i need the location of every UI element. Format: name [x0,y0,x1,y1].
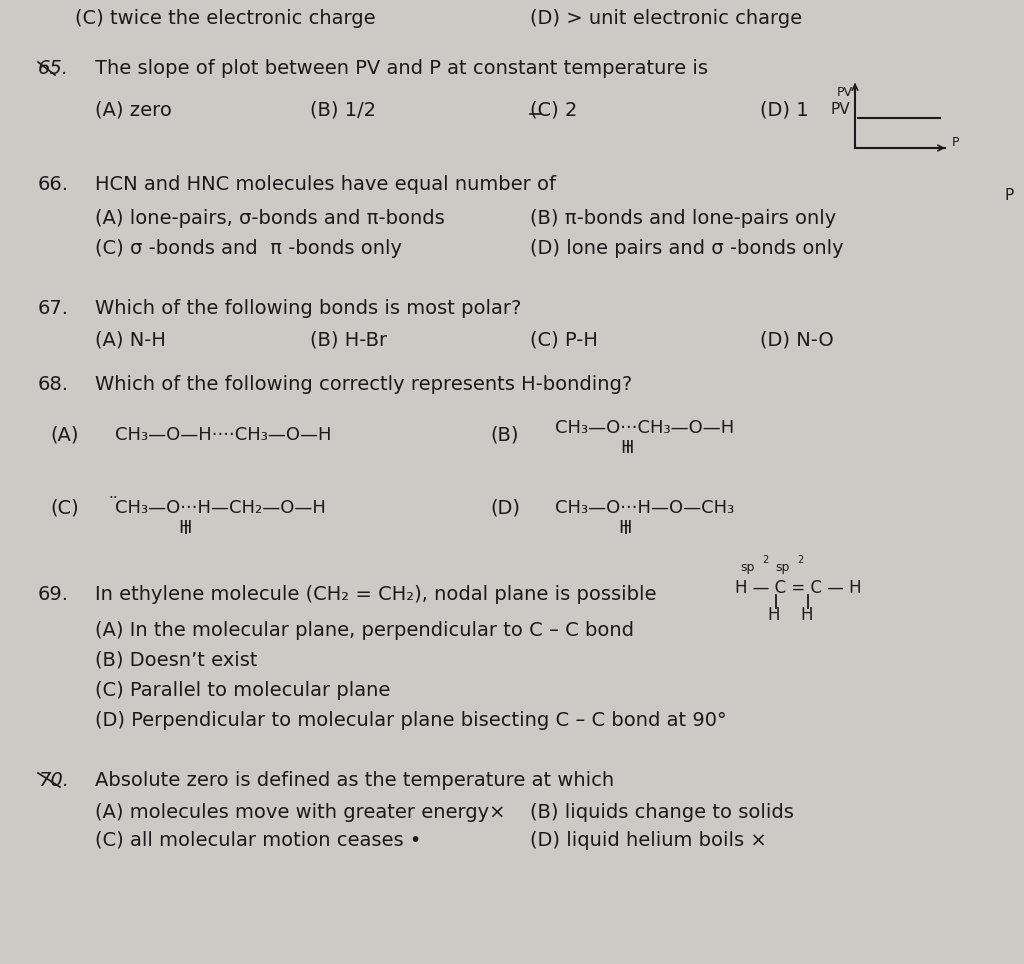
Text: CH₃—O···H—CH₂—O—H: CH₃—O···H—CH₂—O—H [115,499,326,517]
Text: In ethylene molecule (CH₂ = CH₂), nodal plane is possible: In ethylene molecule (CH₂ = CH₂), nodal … [95,585,656,604]
Text: (B) liquids change to solids: (B) liquids change to solids [530,802,794,821]
Text: (B) Doesn’t exist: (B) Doesn’t exist [95,651,257,670]
Text: H — C = C — H: H — C = C — H [735,579,861,597]
Text: (C): (C) [50,498,79,518]
Text: (A): (A) [50,425,79,444]
Text: (C) all molecular motion ceases •: (C) all molecular motion ceases • [95,831,421,849]
Text: 2: 2 [762,555,768,565]
Text: (D) N-O: (D) N-O [760,331,834,350]
Text: 67.: 67. [38,299,69,317]
Text: 66.: 66. [38,175,69,195]
Text: Which of the following bonds is most polar?: Which of the following bonds is most pol… [95,299,521,317]
Text: CH₃—O···CH₃—O—H: CH₃—O···CH₃—O—H [555,419,734,437]
Text: H: H [178,519,191,537]
Text: H: H [618,519,632,537]
Text: H: H [800,606,812,624]
Text: (D) Perpendicular to molecular plane bisecting C – C bond at 90°: (D) Perpendicular to molecular plane bis… [95,710,727,730]
Text: Absolute zero is defined as the temperature at which: Absolute zero is defined as the temperat… [95,770,614,790]
Text: (B) H-Br: (B) H-Br [310,331,387,350]
Text: Which of the following correctly represents H-bonding?: Which of the following correctly represe… [95,376,632,394]
Text: PV: PV [837,87,853,99]
Text: (C) 2: (C) 2 [530,100,578,120]
Text: (A) N-H: (A) N-H [95,331,166,350]
Text: 65.: 65. [38,59,69,77]
Text: (A) lone-pairs, σ-bonds and π-bonds: (A) lone-pairs, σ-bonds and π-bonds [95,208,444,228]
Text: 69.: 69. [38,585,69,604]
Text: H: H [767,606,779,624]
Text: (C) σ -bonds and  π -bonds only: (C) σ -bonds and π -bonds only [95,238,402,257]
Text: sp: sp [740,561,755,575]
Text: 2: 2 [797,555,803,565]
Text: 70.: 70. [38,770,69,790]
Text: (D): (D) [490,498,520,518]
Text: (B) π-bonds and lone-pairs only: (B) π-bonds and lone-pairs only [530,208,837,228]
Text: ··: ·· [108,491,118,505]
Text: (A) molecules move with greater energy×: (A) molecules move with greater energy× [95,802,506,821]
Text: P: P [952,137,959,149]
Text: PV: PV [830,102,850,118]
Text: (B) 1/2: (B) 1/2 [310,100,376,120]
Text: H: H [620,439,634,457]
Text: (C) twice the electronic charge: (C) twice the electronic charge [75,9,376,28]
Text: 68.: 68. [38,376,69,394]
Text: (C) P-H: (C) P-H [530,331,598,350]
Text: (D) 1: (D) 1 [760,100,809,120]
Text: The slope of plot between PV and P at constant temperature is: The slope of plot between PV and P at co… [95,59,708,77]
Text: (A) zero: (A) zero [95,100,172,120]
Text: (C) Parallel to molecular plane: (C) Parallel to molecular plane [95,681,390,700]
Text: (D) lone pairs and σ -bonds only: (D) lone pairs and σ -bonds only [530,238,844,257]
Text: sp: sp [775,561,790,575]
Text: (A) In the molecular plane, perpendicular to C – C bond: (A) In the molecular plane, perpendicula… [95,621,634,639]
Text: (B): (B) [490,425,518,444]
Text: HCN and HNC molecules have equal number of: HCN and HNC molecules have equal number … [95,175,556,195]
Text: (D) liquid helium boils ×: (D) liquid helium boils × [530,831,767,849]
Text: CH₃—O—H····CH₃—O—H: CH₃—O—H····CH₃—O—H [115,426,332,444]
Text: CH₃—O···H—O—CH₃: CH₃—O···H—O—CH₃ [555,499,734,517]
Text: (D) > unit electronic charge: (D) > unit electronic charge [530,9,802,28]
Text: P: P [1005,188,1014,202]
